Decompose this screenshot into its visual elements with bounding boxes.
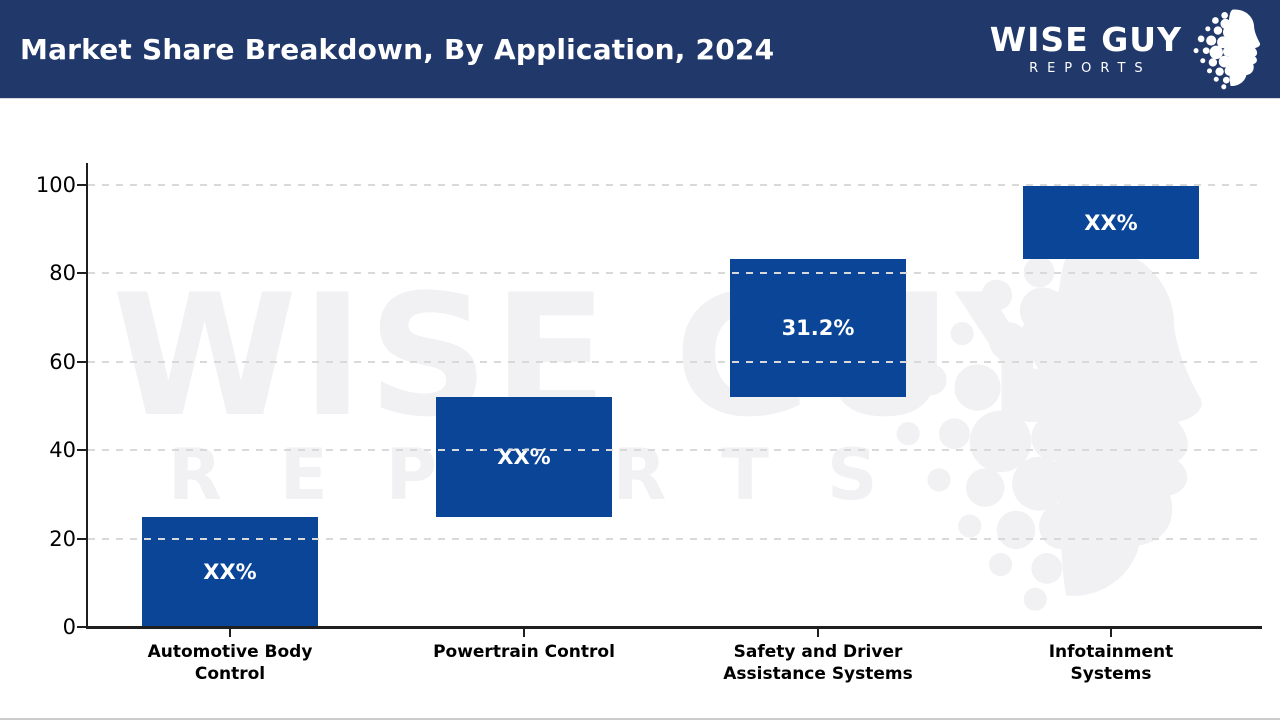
y-axis-tick-label: 0 — [62, 615, 76, 639]
gridline-60 — [88, 360, 1262, 363]
x-axis-category-label: Infotainment Systems — [1048, 642, 1174, 685]
x-axis-category-label: Powertrain Control — [433, 642, 615, 662]
bar-segment: 31.2% — [730, 258, 906, 397]
wise-guy-logo: WISE GUY REPORTS — [990, 0, 1270, 98]
bar-value-label: XX% — [203, 559, 257, 584]
y-axis-tick — [77, 184, 86, 186]
gridline-100 — [88, 184, 1262, 186]
x-axis-category-label: Safety and Driver Assistance Systems — [723, 642, 913, 685]
bar-value-label: 31.2% — [781, 315, 855, 340]
x-axis-tick — [817, 629, 819, 637]
x-axis-category-label: Automotive Body Control — [147, 642, 313, 685]
y-axis-tick — [77, 537, 86, 540]
y-axis-tick-label: 40 — [49, 438, 76, 463]
bar-value-label: XX% — [1084, 210, 1138, 235]
logo-wordmark: WISE GUY — [989, 20, 1182, 59]
page-title: Market Share Breakdown, By Application, … — [20, 32, 775, 66]
logo-text: WISE GUY REPORTS — [990, 23, 1182, 75]
gridline-80 — [88, 272, 1262, 275]
y-axis-tick — [77, 449, 86, 452]
y-axis-tick — [77, 360, 86, 363]
bar-segment: XX% — [1023, 186, 1199, 259]
y-axis-tick — [77, 626, 86, 628]
header: Market Share Breakdown, By Application, … — [0, 0, 1280, 98]
y-axis-tick-label: 100 — [35, 173, 76, 197]
y-axis-tick-label: 80 — [49, 261, 76, 286]
y-axis-tick — [77, 272, 86, 275]
bar-value-label: XX% — [497, 444, 551, 469]
bar-segment: XX% — [142, 516, 318, 627]
logo-head-dots-icon — [1193, 9, 1261, 90]
y-axis-tick-label: 60 — [49, 349, 76, 374]
gridline-40 — [88, 449, 1262, 452]
y-axis-line — [86, 163, 88, 629]
gridline-20 — [88, 537, 1262, 540]
x-axis-tick — [1110, 629, 1112, 637]
x-axis-tick — [229, 629, 231, 637]
x-axis-line — [86, 626, 1262, 629]
x-axis-tick — [523, 629, 525, 637]
y-axis-tick-label: 20 — [49, 526, 76, 551]
bar-segment: XX% — [436, 396, 612, 517]
logo-subtitle: REPORTS — [1029, 61, 1152, 76]
